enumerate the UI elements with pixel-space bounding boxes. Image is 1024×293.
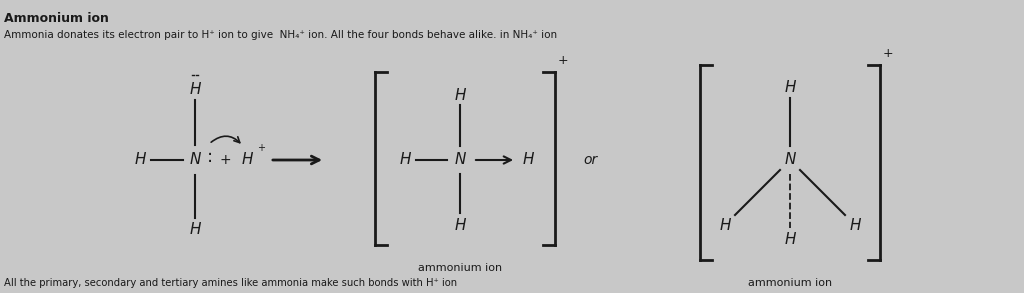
Text: Ammonium ion: Ammonium ion <box>4 12 109 25</box>
Text: H: H <box>849 217 861 233</box>
Text: +: + <box>883 47 894 60</box>
Text: H: H <box>784 233 796 248</box>
Text: :: : <box>207 148 213 166</box>
Text: H: H <box>134 152 145 168</box>
Text: H: H <box>189 83 201 98</box>
Text: H: H <box>242 152 253 168</box>
Text: H: H <box>455 217 466 233</box>
FancyArrowPatch shape <box>211 136 240 143</box>
Text: Ammonia donates its electron pair to H⁺ ion to give  NH₄⁺ ion. All the four bond: Ammonia donates its electron pair to H⁺ … <box>4 30 557 40</box>
Text: H: H <box>784 81 796 96</box>
Text: N: N <box>189 152 201 168</box>
Text: H: H <box>399 152 411 168</box>
Text: ammonium ion: ammonium ion <box>418 263 502 273</box>
Text: ammonium ion: ammonium ion <box>748 278 833 288</box>
Text: +: + <box>219 153 230 167</box>
Text: +: + <box>257 143 265 153</box>
Text: or: or <box>583 153 597 167</box>
Text: H: H <box>719 217 731 233</box>
Text: +: + <box>558 54 568 67</box>
Text: N: N <box>784 152 796 168</box>
Text: H: H <box>455 88 466 103</box>
Text: N: N <box>455 152 466 168</box>
Text: H: H <box>522 152 534 168</box>
Text: H: H <box>189 222 201 238</box>
Text: All the primary, secondary and tertiary amines like ammonia make such bonds with: All the primary, secondary and tertiary … <box>4 278 457 288</box>
